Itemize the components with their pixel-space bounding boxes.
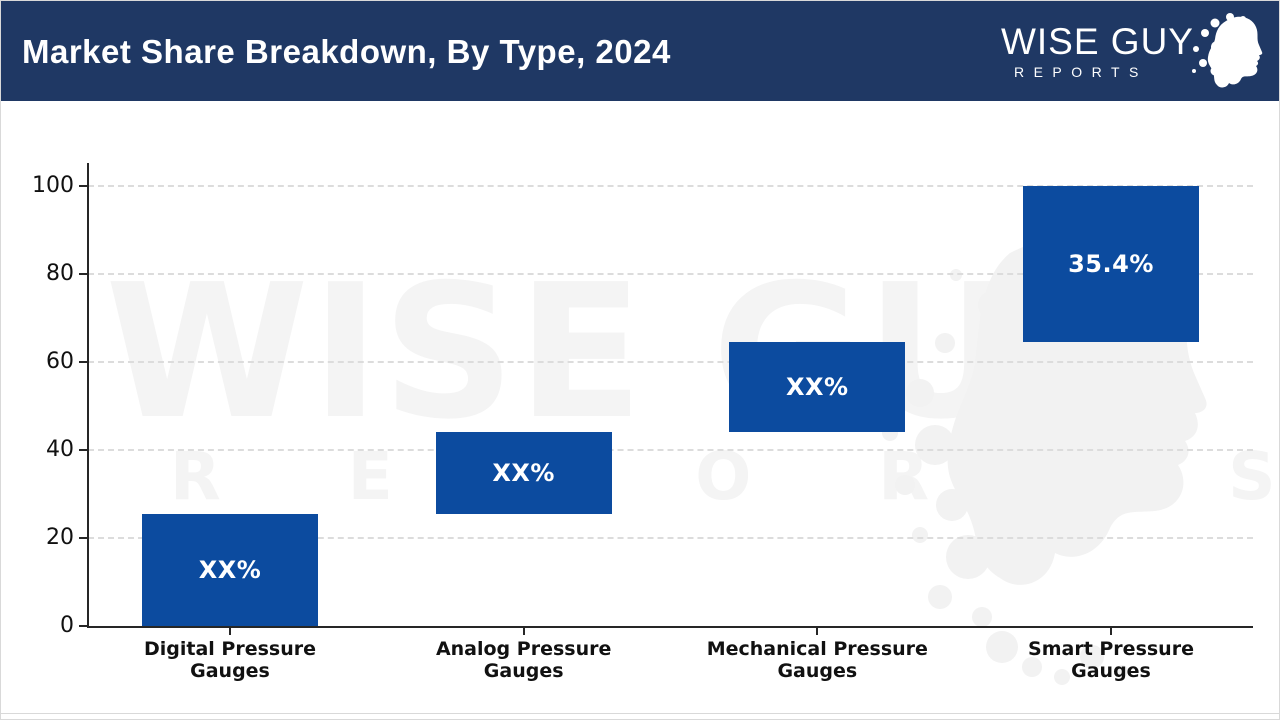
bar-segment-4: 35.4% bbox=[1023, 186, 1199, 342]
bar-value-label: 35.4% bbox=[1068, 249, 1154, 278]
y-tick-label-20: 20 bbox=[46, 525, 74, 550]
logo-text: WISE GUY REPORTS bbox=[1000, 21, 1194, 81]
wise-guy-reports-logo: WISE GUY REPORTS bbox=[1001, 11, 1266, 91]
x-category-label-3: Mechanical Pressure Gauges bbox=[706, 638, 928, 682]
y-tick-label-40: 40 bbox=[46, 437, 74, 462]
gridline-40 bbox=[88, 449, 1253, 451]
y-tick-20 bbox=[79, 537, 87, 539]
gridline-100 bbox=[88, 185, 1253, 187]
y-tick-label-100: 100 bbox=[32, 173, 74, 198]
y-tick-40 bbox=[79, 449, 87, 451]
y-tick-0 bbox=[79, 625, 87, 627]
bar-value-label: XX% bbox=[786, 372, 849, 401]
bar-segment-2: XX% bbox=[435, 431, 612, 514]
logo-subtitle: REPORTS bbox=[1013, 64, 1148, 80]
y-axis-spine bbox=[87, 163, 89, 628]
y-tick-80 bbox=[79, 273, 87, 275]
x-tick-4 bbox=[1110, 627, 1112, 635]
x-tick-2 bbox=[522, 627, 525, 635]
y-tick-100 bbox=[79, 185, 87, 187]
y-tick-label-60: 60 bbox=[46, 349, 74, 374]
x-category-label-4: Smart Pressure Gauges bbox=[1028, 638, 1194, 682]
logo-face-icon bbox=[1192, 13, 1263, 88]
x-tick-3 bbox=[816, 627, 819, 635]
x-tick-1 bbox=[229, 627, 231, 635]
x-category-label-2: Analog Pressure Gauges bbox=[435, 638, 612, 682]
bar-value-label: XX% bbox=[198, 555, 262, 584]
x-axis-spine bbox=[87, 626, 1253, 628]
bar-value-label: XX% bbox=[492, 458, 555, 487]
y-tick-label-80: 80 bbox=[46, 261, 74, 286]
y-tick-60 bbox=[79, 361, 87, 363]
x-category-label-1: Digital Pressure Gauges bbox=[143, 638, 316, 682]
bottom-divider bbox=[0, 713, 1280, 714]
y-tick-label-0: 0 bbox=[60, 613, 74, 638]
gridline-80 bbox=[88, 273, 1253, 275]
bar-segment-3: XX% bbox=[729, 341, 906, 432]
chart-title: Market Share Breakdown, By Type, 2024 bbox=[22, 33, 671, 70]
bar-segment-1: XX% bbox=[142, 513, 318, 626]
header-bar: Market Share Breakdown, By Type, 2024 WI… bbox=[0, 0, 1280, 101]
gridline-60 bbox=[88, 361, 1253, 363]
gridline-20 bbox=[88, 537, 1253, 539]
logo-wordmark: WISE GUY bbox=[1000, 21, 1194, 62]
